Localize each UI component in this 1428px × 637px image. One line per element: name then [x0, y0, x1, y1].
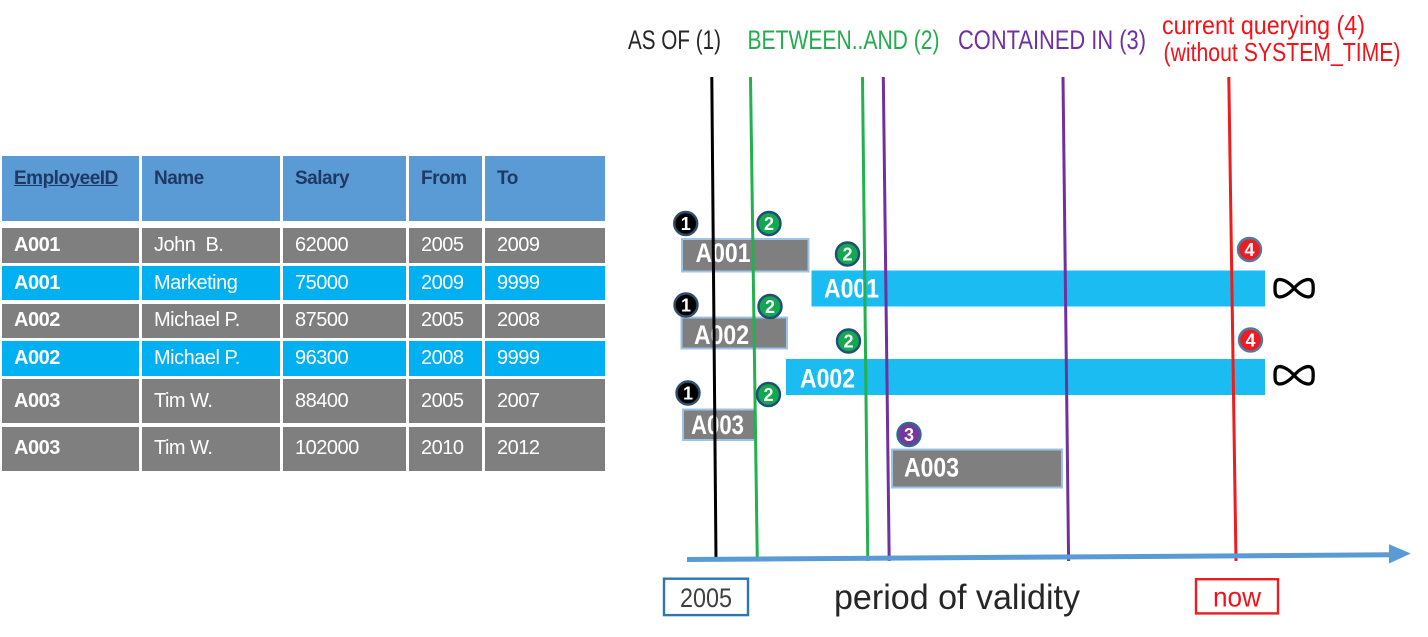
- svg-text:A002: A002: [800, 364, 855, 394]
- svg-text:2: 2: [842, 245, 852, 265]
- svg-text:A001: A001: [696, 238, 751, 268]
- svg-text:2005: 2005: [680, 583, 732, 613]
- svg-text:2: 2: [765, 297, 775, 317]
- svg-text:BETWEEN..AND (2): BETWEEN..AND (2): [748, 25, 940, 55]
- svg-text:2: 2: [763, 385, 773, 405]
- svg-text:1: 1: [683, 384, 693, 404]
- svg-text:current querying (4): current querying (4): [1162, 10, 1365, 40]
- svg-text:1: 1: [681, 296, 691, 316]
- svg-text:(without SYSTEM_TIME): (without SYSTEM_TIME): [1164, 37, 1401, 67]
- svg-text:2: 2: [843, 332, 853, 352]
- svg-text:A003: A003: [904, 453, 959, 483]
- svg-text:1: 1: [681, 214, 691, 234]
- svg-text:AS OF (1): AS OF (1): [628, 25, 721, 55]
- svg-text:3: 3: [904, 425, 914, 445]
- svg-text:2: 2: [764, 214, 774, 234]
- svg-text:A002: A002: [694, 320, 749, 350]
- svg-text:period of validity: period of validity: [834, 578, 1080, 617]
- svg-text:4: 4: [1244, 240, 1254, 260]
- svg-text:4: 4: [1245, 331, 1255, 351]
- svg-text:A003: A003: [691, 410, 744, 440]
- svg-text:CONTAINED IN (3): CONTAINED IN (3): [958, 25, 1146, 55]
- svg-text:now: now: [1213, 581, 1262, 612]
- svg-text:A001: A001: [824, 274, 879, 304]
